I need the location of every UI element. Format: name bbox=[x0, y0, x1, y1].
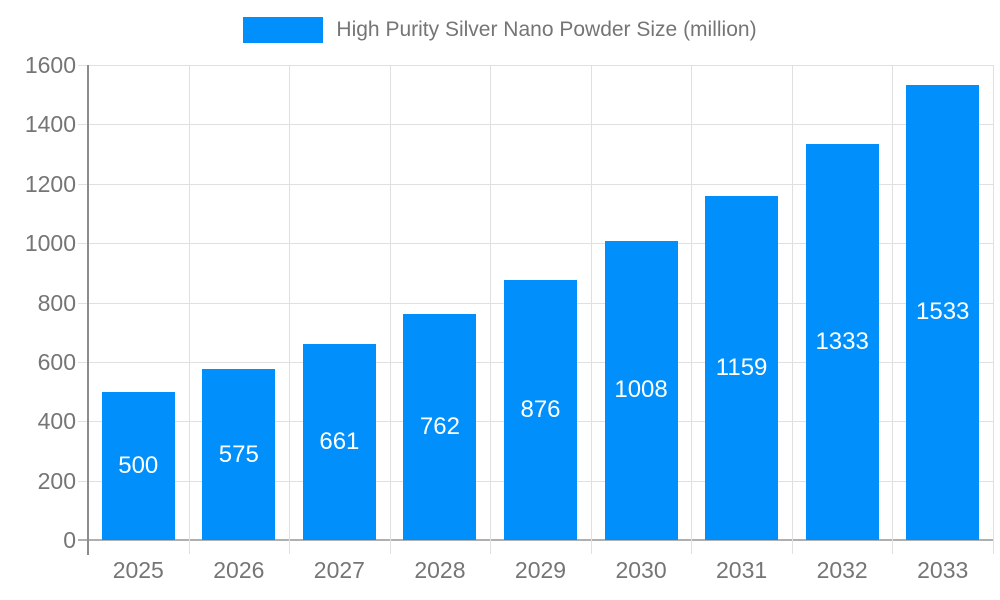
y-axis-label: 200 bbox=[37, 467, 76, 494]
bar[interactable]: 876 bbox=[504, 279, 577, 540]
bar[interactable]: 1533 bbox=[906, 84, 980, 540]
gridline-vertical bbox=[188, 65, 190, 554]
bar[interactable]: 1159 bbox=[705, 195, 779, 540]
gridline-vertical bbox=[590, 65, 592, 554]
y-axis-label: 600 bbox=[37, 348, 76, 375]
y-axis-label: 0 bbox=[63, 527, 76, 553]
x-axis-label: 2032 bbox=[816, 557, 868, 583]
gridline-horizontal bbox=[78, 65, 993, 66]
bar-value-label: 575 bbox=[218, 440, 259, 468]
y-axis-label: 400 bbox=[37, 408, 76, 435]
bar[interactable]: 500 bbox=[101, 391, 175, 540]
gridline-vertical bbox=[389, 65, 391, 554]
x-axis-label: 2027 bbox=[313, 557, 365, 583]
bar-value-label: 762 bbox=[419, 412, 460, 440]
plot-area: 500 575 661 762 876 1008 1159 1333 1533 bbox=[78, 65, 994, 554]
legend-label: High Purity Silver Nano Powder Size (mil… bbox=[336, 18, 757, 41]
x-axis-label: 2028 bbox=[414, 557, 466, 583]
gridline-vertical bbox=[490, 65, 492, 554]
gridline-horizontal bbox=[78, 243, 993, 245]
y-axis-label: 800 bbox=[37, 289, 76, 316]
bar[interactable]: 1008 bbox=[604, 240, 678, 540]
bar-value-label: 1533 bbox=[916, 298, 970, 326]
bar-value-label: 1159 bbox=[715, 353, 768, 381]
bar[interactable]: 575 bbox=[202, 369, 276, 540]
bar[interactable]: 762 bbox=[403, 313, 477, 540]
legend[interactable]: High Purity Silver Nano Powder Size (mil… bbox=[0, 17, 1000, 43]
x-axis-baseline bbox=[78, 539, 993, 541]
x-axis-label: 2030 bbox=[615, 557, 667, 583]
bar[interactable]: 661 bbox=[302, 343, 376, 540]
gridline-vertical bbox=[791, 65, 793, 554]
gridline-vertical bbox=[993, 65, 994, 554]
x-axis-label: 2026 bbox=[213, 557, 265, 583]
x-axis-label: 2033 bbox=[917, 557, 969, 583]
legend-swatch[interactable] bbox=[243, 17, 324, 43]
x-axis-label: 2029 bbox=[514, 557, 567, 583]
bar-value-label: 661 bbox=[319, 427, 360, 455]
bar-value-label: 1333 bbox=[815, 328, 869, 356]
gridline-vertical bbox=[892, 65, 894, 554]
y-axis-line bbox=[87, 65, 89, 555]
bar-value-label: 1008 bbox=[614, 376, 668, 404]
gridline-vertical bbox=[691, 65, 693, 554]
gridline-vertical bbox=[289, 65, 291, 554]
gridline-horizontal bbox=[78, 183, 993, 185]
gridline-horizontal bbox=[78, 124, 993, 126]
y-axis-label: 1600 bbox=[24, 52, 76, 78]
bar-value-label: 876 bbox=[520, 395, 561, 423]
y-axis-label: 1200 bbox=[24, 170, 76, 197]
bar-value-label: 500 bbox=[118, 451, 159, 479]
x-axis-label: 2031 bbox=[716, 557, 768, 583]
bar[interactable]: 1333 bbox=[805, 144, 879, 540]
x-axis-label: 2025 bbox=[112, 557, 164, 583]
y-axis-label: 1400 bbox=[24, 111, 76, 138]
y-axis-label: 1000 bbox=[24, 230, 76, 257]
